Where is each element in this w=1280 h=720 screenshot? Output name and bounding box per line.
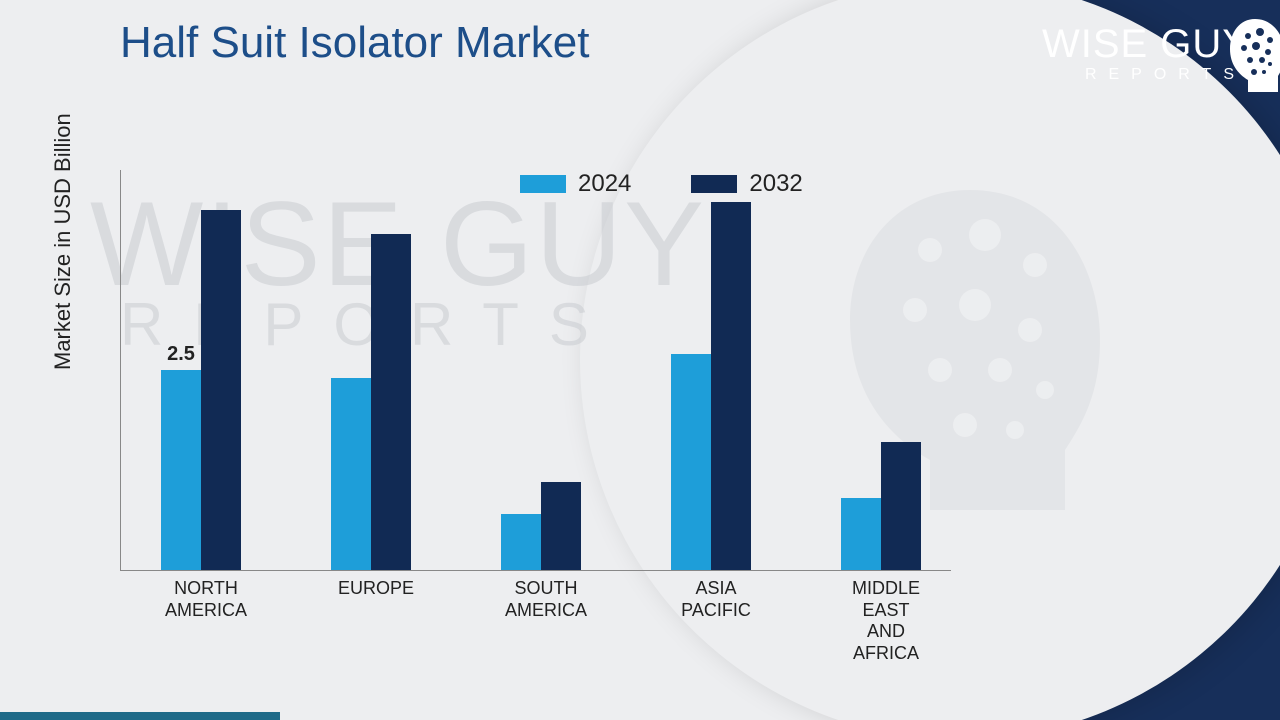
y-axis-label: Market Size in USD Billion (50, 113, 76, 370)
x-label-ap: ASIAPACIFIC (666, 578, 766, 621)
bar-na-2032 (201, 210, 241, 570)
legend-item-2024: 2024 (520, 170, 631, 198)
bar-ap-2032 (711, 202, 751, 570)
chart-area: Market Size in USD Billion NORTHAMERICAE… (60, 170, 960, 690)
chart-title: Half Suit Isolator Market (120, 18, 590, 68)
legend-swatch-2024 (520, 175, 566, 193)
legend-label-2032: 2032 (749, 170, 802, 198)
bar-mea-2032 (881, 442, 921, 570)
footer-accent-bar (0, 712, 280, 720)
bar-eu-2024 (331, 378, 371, 570)
bar-ap-2024 (671, 354, 711, 570)
bar-group-sa (501, 482, 581, 570)
data-point-label: 2.5 (167, 343, 195, 366)
brand-logo: WISE GUY REPORTS (1042, 24, 1250, 84)
x-label-na: NORTHAMERICA (151, 578, 261, 621)
bar-na-2024 (161, 370, 201, 570)
legend-label-2024: 2024 (578, 170, 631, 198)
legend: 2024 2032 (520, 170, 803, 198)
bar-eu-2032 (371, 234, 411, 570)
brand-logo-sub: REPORTS (1042, 66, 1246, 84)
legend-swatch-2032 (691, 175, 737, 193)
x-label-eu: EUROPE (326, 578, 426, 600)
bar-group-mea (841, 442, 921, 570)
bar-group-ap (671, 202, 751, 570)
x-label-mea: MIDDLEEASTANDAFRICA (836, 578, 936, 664)
bar-mea-2024 (841, 498, 881, 570)
stage: WISE GUY REPORTS Half Suit Isolator Mark… (0, 0, 1280, 720)
legend-item-2032: 2032 (691, 170, 802, 198)
brand-logo-main: WISE GUY (1042, 24, 1250, 64)
bar-sa-2024 (501, 514, 541, 570)
bar-group-na (161, 210, 241, 570)
plot-area: NORTHAMERICAEUROPESOUTHAMERICAASIAPACIFI… (120, 170, 951, 571)
bar-group-eu (331, 234, 411, 570)
bar-sa-2032 (541, 482, 581, 570)
x-label-sa: SOUTHAMERICA (491, 578, 601, 621)
